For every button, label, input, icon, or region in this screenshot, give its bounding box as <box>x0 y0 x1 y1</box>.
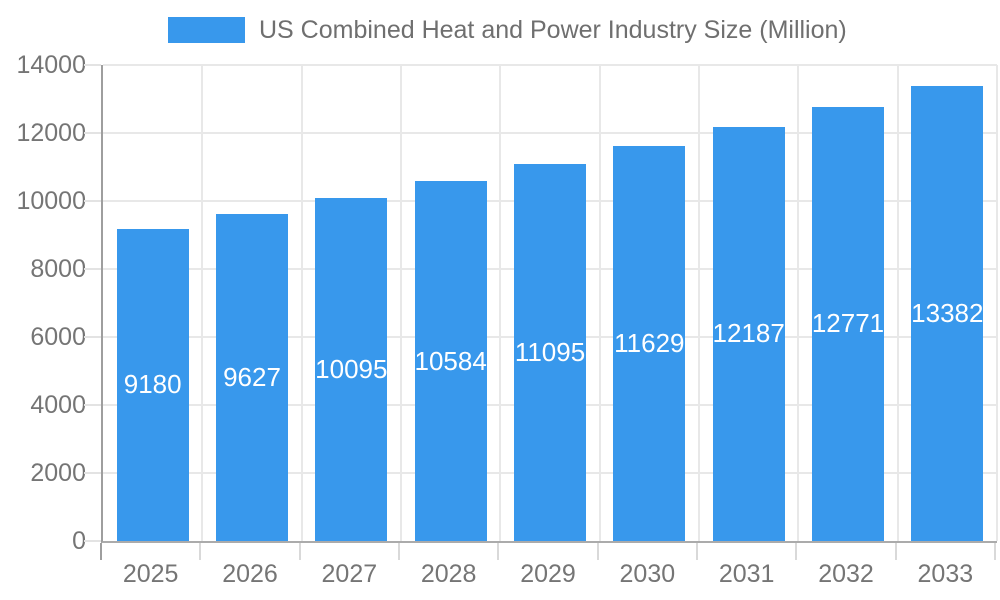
y-axis-tick <box>84 540 101 542</box>
x-axis-label: 2026 <box>222 560 278 588</box>
y-axis-label: 2000 <box>30 459 86 487</box>
x-axis-tick <box>199 543 202 560</box>
bar-2025[interactable]: 9180 <box>116 228 189 541</box>
x-axis-label: 2032 <box>818 560 874 588</box>
legend-label: US Combined Heat and Power Industry Size… <box>259 15 847 44</box>
x-axis-tick <box>596 543 599 560</box>
y-axis-label: 0 <box>72 527 86 555</box>
bar-2030[interactable]: 11629 <box>613 145 686 541</box>
x-gridline <box>400 65 402 541</box>
bar-2031[interactable]: 12187 <box>712 126 785 541</box>
bar-2029[interactable]: 11095 <box>514 163 586 541</box>
x-axis-tick <box>398 543 400 560</box>
x-axis-tick <box>696 543 698 560</box>
y-axis-label: 6000 <box>30 323 86 351</box>
x-gridline <box>698 65 700 541</box>
x-gridline <box>896 65 899 541</box>
y-axis-tick <box>84 132 101 134</box>
y-axis-tick <box>84 336 101 338</box>
bar-2026[interactable]: 9627 <box>216 213 288 541</box>
x-axis-tick <box>298 543 301 560</box>
y-gridline <box>103 64 997 66</box>
y-axis-label: 8000 <box>30 255 86 283</box>
y-axis-tick <box>84 64 101 66</box>
x-axis-label: 2031 <box>718 560 775 588</box>
x-gridline <box>300 65 303 541</box>
x-axis-label: 2033 <box>917 560 974 588</box>
y-axis-label: 14000 <box>16 51 86 79</box>
x-axis-tick <box>100 543 102 560</box>
x-gridline <box>996 65 998 541</box>
bar-2032[interactable]: 12771 <box>811 106 885 541</box>
bar-value-label: 11629 <box>614 327 685 358</box>
y-axis-label: 4000 <box>30 391 86 419</box>
bar-value-label: 9180 <box>123 369 182 400</box>
y-axis-label: 10000 <box>16 187 86 215</box>
y-axis-tick <box>84 472 101 474</box>
x-axis-label: 2025 <box>122 560 179 588</box>
bar-2033[interactable]: 13382 <box>911 86 983 541</box>
y-axis-label: 12000 <box>16 119 86 147</box>
plot-area: 9180 9627 10095 10584 11095 11629 12187 12771 13… <box>101 64 998 543</box>
bar-2028[interactable]: 10584 <box>415 181 487 541</box>
chart-legend: US Combined Heat and Power Industry Size… <box>168 16 847 44</box>
x-gridline <box>201 65 204 541</box>
bar-value-label: 11095 <box>514 336 586 367</box>
bar-value-label: 12771 <box>811 308 885 339</box>
x-axis-label: 2029 <box>520 560 576 588</box>
bar-value-label: 13382 <box>911 298 984 328</box>
x-axis-label: 2027 <box>321 560 378 588</box>
x-axis-tick <box>795 543 798 560</box>
bar-value-label: 10584 <box>414 345 487 376</box>
bar-value-label: 10095 <box>315 353 388 384</box>
x-axis-label: 2030 <box>619 560 676 588</box>
x-gridline <box>797 65 800 541</box>
legend-swatch <box>168 17 245 43</box>
y-axis-tick <box>84 268 101 270</box>
x-gridline <box>499 65 502 541</box>
x-axis-label: 2028 <box>420 560 477 588</box>
x-axis-tick <box>994 543 996 560</box>
bar-value-label: 9627 <box>223 361 281 392</box>
bar-2027[interactable]: 10095 <box>315 197 388 541</box>
y-gridline <box>103 132 997 134</box>
x-gridline <box>598 65 601 541</box>
y-axis-tick <box>84 200 101 202</box>
y-axis-tick <box>84 404 101 406</box>
bar-value-label: 12187 <box>712 318 785 349</box>
x-axis-tick <box>497 543 500 560</box>
x-axis-tick <box>894 543 897 560</box>
